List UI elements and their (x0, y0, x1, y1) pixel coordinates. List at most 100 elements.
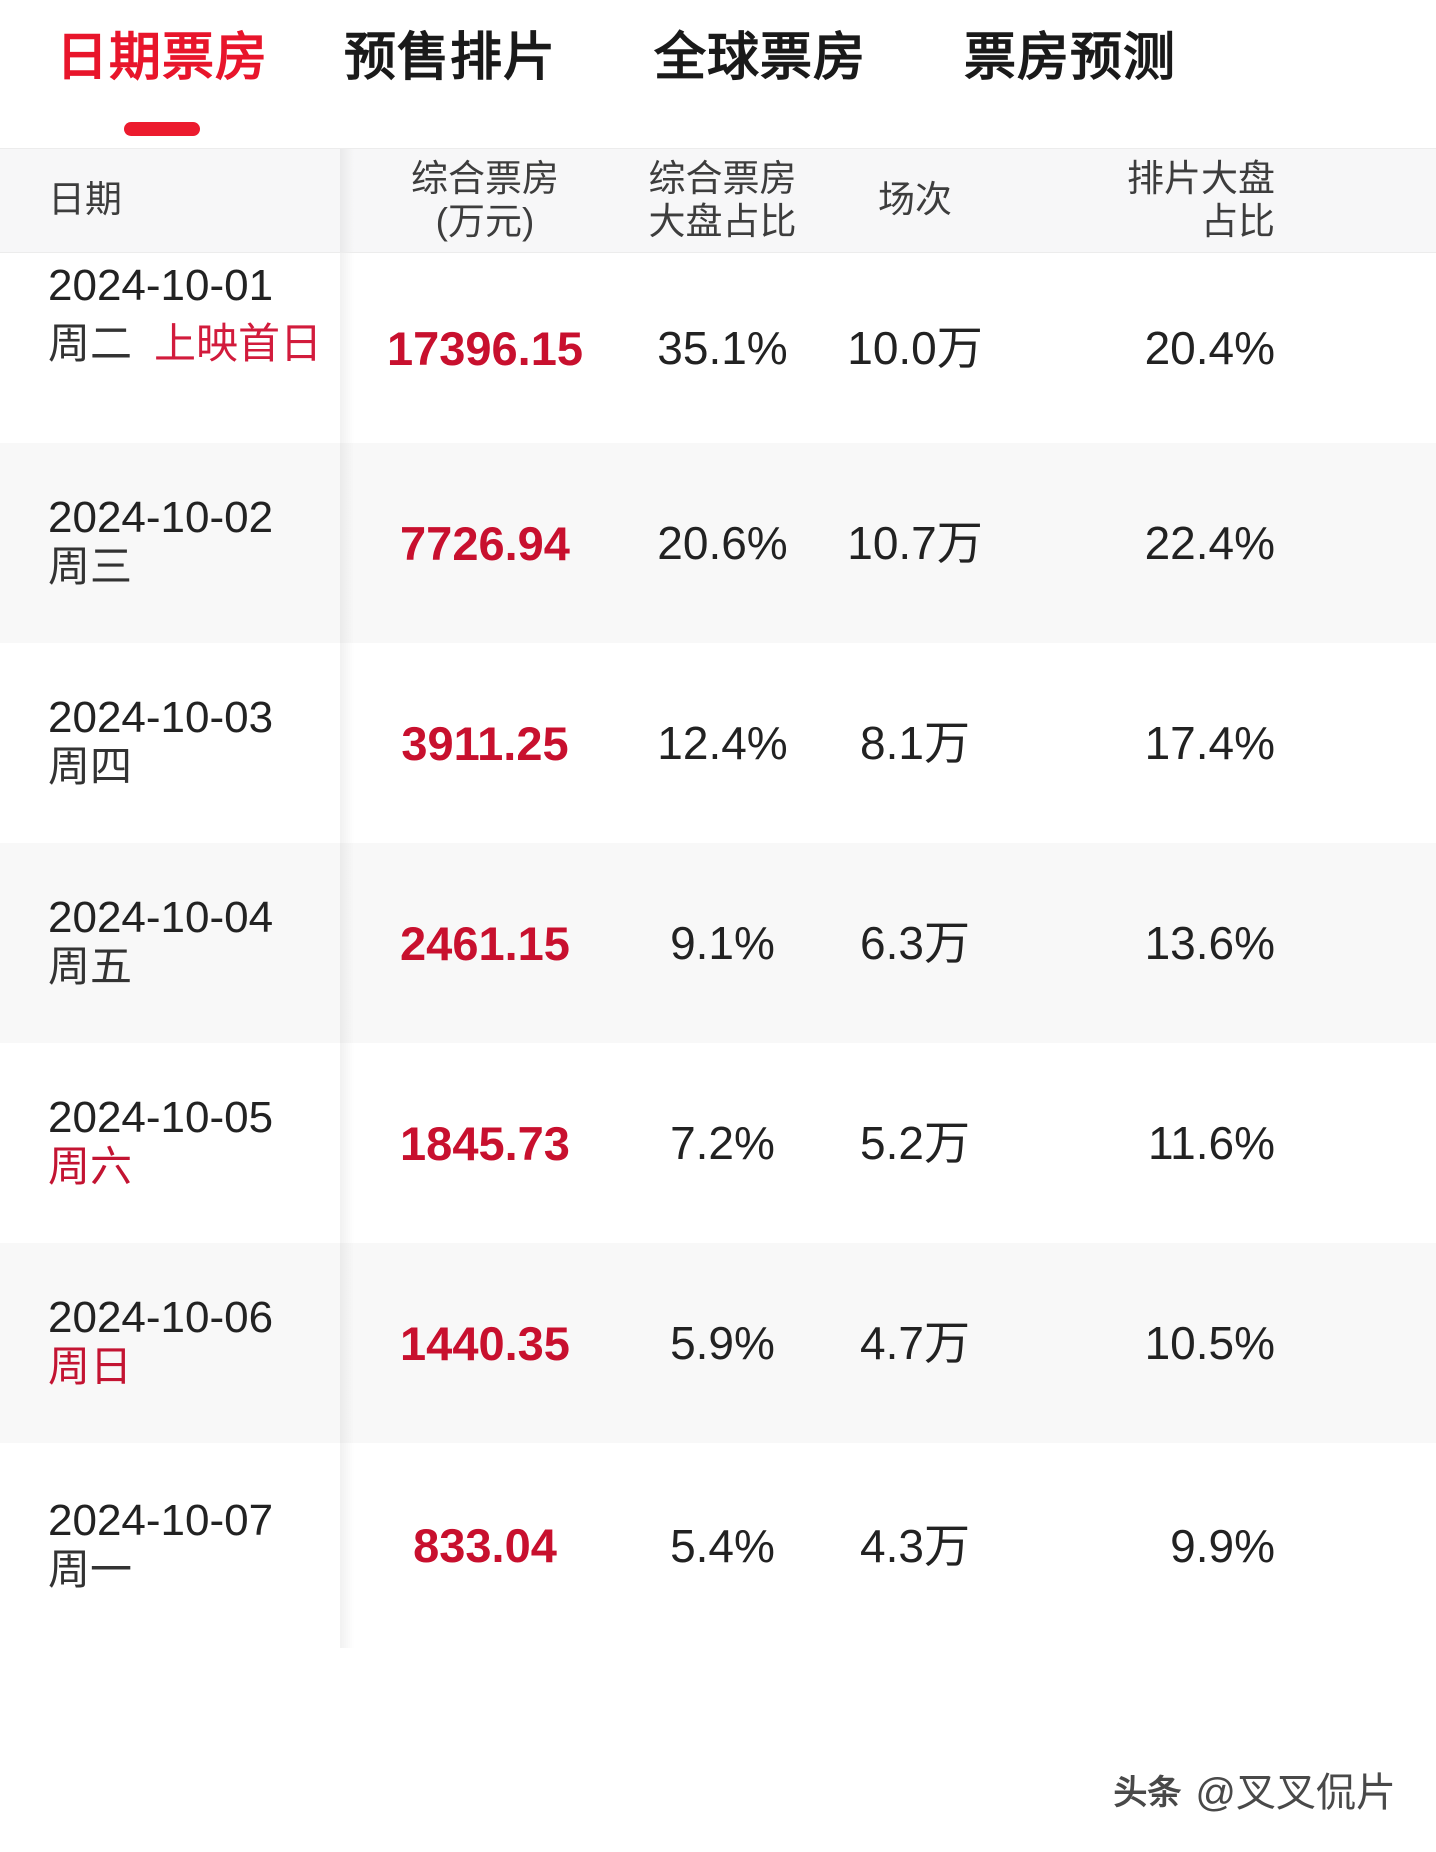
row-share-cell: 7.2% (630, 1043, 815, 1243)
row-weekday: 周三 (48, 543, 133, 591)
table-header-row: 日期 综合票房 (万元) 综合票房 大盘占比 场次 排片大盘 占比 (0, 148, 1436, 253)
tab-active-underline (722, 122, 798, 136)
table-row[interactable]: 2024-10-05 周六 1845.73 7.2% 5.2万 11.6% (0, 1043, 1436, 1243)
tab-label: 日期票房 (55, 29, 268, 87)
tab-global-boxoffice[interactable]: 全球票房 (640, 0, 880, 148)
row-date-cell: 2024-10-01 周二 上映首日 (0, 253, 354, 443)
row-date-cell: 2024-10-03 周四 (0, 643, 354, 843)
table-row[interactable]: 2024-10-07 周一 833.04 5.4% 4.3万 9.9% (0, 1443, 1436, 1648)
column-header-showings[interactable]: 场次 (815, 149, 1015, 252)
row-gross-cell: 1845.73 (340, 1043, 630, 1243)
row-share-value: 9.1% (670, 917, 775, 969)
row-sched-cell: 20.4% (1015, 253, 1275, 443)
tab-boxoffice-forecast[interactable]: 票房预测 (950, 0, 1190, 148)
row-date: 2024-10-05 (48, 1093, 274, 1143)
row-showings-cell: 8.1万 (815, 643, 1015, 843)
row-sched-cell: 11.6% (1015, 1043, 1275, 1243)
row-date: 2024-10-07 (48, 1495, 274, 1545)
row-showings-value: 10.0万 (847, 322, 983, 374)
tab-presale-schedule[interactable]: 预售排片 (330, 0, 570, 148)
table-scroll-pane[interactable]: 综合票房 (万元) 综合票房 大盘占比 场次 排片大盘 占比 (340, 149, 1436, 252)
row-showings-cell: 10.7万 (815, 443, 1015, 643)
column-header-sched-line2: 占比 (1201, 200, 1275, 242)
tab-active-underline (1032, 122, 1108, 136)
row-sched-cell: 13.6% (1015, 843, 1275, 1043)
row-showings-cell: 10.0万 (815, 253, 1015, 443)
column-header-share-line2: 大盘占比 (648, 200, 797, 242)
row-sched-value: 20.4% (1144, 322, 1275, 374)
row-gross-value: 3911.25 (401, 716, 569, 770)
row-gross-value: 17396.15 (386, 321, 584, 375)
row-sched-value: 17.4% (1144, 717, 1275, 769)
column-header-gross-line1: 综合票房 (411, 157, 559, 199)
row-sched-value: 22.4% (1144, 517, 1275, 569)
row-share-value: 5.9% (670, 1317, 775, 1369)
row-weekday: 周四 (48, 743, 133, 791)
row-gross-value: 1845.73 (400, 1116, 570, 1170)
tab-active-underline (412, 122, 488, 136)
row-gross-cell: 17396.15 (340, 253, 630, 443)
column-header-sched-line1: 排片大盘 (1127, 157, 1275, 199)
row-date: 2024-10-06 (48, 1293, 274, 1343)
column-header-showings-label: 场次 (878, 179, 952, 221)
row-share-value: 7.2% (670, 1117, 775, 1169)
row-gross-cell: 833.04 (340, 1443, 630, 1648)
column-header-gross[interactable]: 综合票房 (万元) (340, 149, 630, 252)
watermark-handle: @叉叉侃片 (1195, 1771, 1396, 1815)
table-row[interactable]: 2024-10-04 周五 2461.15 9.1% 6.3万 13.6% (0, 843, 1436, 1043)
row-sched-cell: 9.9% (1015, 1443, 1275, 1648)
row-showings-cell: 4.3万 (815, 1443, 1015, 1648)
column-header-share-line1: 综合票房 (648, 157, 797, 199)
row-weekday: 周二 (48, 320, 133, 368)
column-header-gross-share[interactable]: 综合票房 大盘占比 (630, 149, 815, 252)
row-showings-value: 6.3万 (860, 917, 970, 969)
tab-label: 预售排片 (343, 29, 556, 87)
row-date-cell: 2024-10-05 周六 (0, 1043, 354, 1243)
row-gross-value: 833.04 (413, 1519, 557, 1572)
tab-label: 全球票房 (653, 29, 866, 87)
row-share-cell: 35.1% (630, 253, 815, 443)
row-share-cell: 20.6% (630, 443, 815, 643)
row-gross-value: 2461.15 (400, 916, 570, 970)
tab-label: 票房预测 (963, 29, 1176, 87)
table-row[interactable]: 2024-10-02 周三 7726.94 20.6% 10.7万 22.4% (0, 443, 1436, 643)
row-gross-cell: 7726.94 (340, 443, 630, 643)
boxoffice-table[interactable]: 日期 综合票房 (万元) 综合票房 大盘占比 场次 排片大盘 占比 2024-1… (0, 148, 1436, 1852)
row-sched-cell: 17.4% (1015, 643, 1275, 843)
table-row[interactable]: 2024-10-01 周二 上映首日 17396.15 35.1% 10.0万 2… (0, 253, 1436, 443)
tab-bar: 日期票房 预售排片 全球票房 票房预测 (0, 0, 1436, 148)
row-sched-value: 9.9% (1170, 1519, 1275, 1572)
row-sched-cell: 10.5% (1015, 1243, 1275, 1443)
row-badge-premiere: 上映首日 (154, 320, 323, 368)
column-header-date[interactable]: 日期 (0, 149, 354, 252)
row-share-cell: 9.1% (630, 843, 815, 1043)
row-date-cell: 2024-10-06 周日 (0, 1243, 354, 1443)
row-share-value: 12.4% (657, 717, 788, 769)
row-date: 2024-10-01 (48, 261, 274, 310)
row-date: 2024-10-04 (48, 893, 274, 943)
row-gross-cell: 1440.35 (340, 1243, 630, 1443)
tab-date-boxoffice[interactable]: 日期票房 (48, 0, 276, 148)
row-showings-value: 8.1万 (860, 717, 970, 769)
row-sched-value: 10.5% (1144, 1317, 1275, 1369)
row-share-cell: 5.4% (630, 1443, 815, 1648)
row-showings-value: 4.7万 (860, 1317, 970, 1369)
table-row[interactable]: 2024-10-03 周四 3911.25 12.4% 8.1万 17.4% (0, 643, 1436, 843)
column-header-schedule-share[interactable]: 排片大盘 占比 (1015, 149, 1275, 252)
row-showings-value: 5.2万 (860, 1117, 970, 1169)
row-weekday: 周六 (48, 1143, 133, 1191)
table-row[interactable]: 2024-10-06 周日 1440.35 5.9% 4.7万 10.5% (0, 1243, 1436, 1443)
row-date: 2024-10-02 (48, 493, 274, 543)
row-weekday: 周日 (48, 1343, 133, 1391)
row-share-value: 20.6% (657, 517, 788, 569)
row-date-cell: 2024-10-04 周五 (0, 843, 354, 1043)
row-date-cell: 2024-10-07 周一 (0, 1443, 354, 1648)
row-weekday: 周一 (48, 1545, 133, 1593)
row-share-value: 5.4% (670, 1519, 775, 1572)
row-gross-value: 7726.94 (400, 516, 570, 570)
tab-active-underline (124, 122, 200, 136)
row-showings-cell: 4.7万 (815, 1243, 1015, 1443)
row-share-cell: 5.9% (630, 1243, 815, 1443)
row-showings-cell: 5.2万 (815, 1043, 1015, 1243)
row-date: 2024-10-03 (48, 693, 274, 743)
